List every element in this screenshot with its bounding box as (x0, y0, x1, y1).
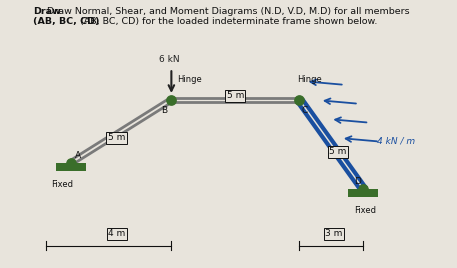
Point (296, 98, 303, 102)
Text: 5 m: 5 m (227, 91, 244, 100)
Text: 4 m: 4 m (108, 229, 125, 238)
Text: Draw: Draw (33, 7, 61, 16)
Text: (AB, BC, CD) for the loaded indeterminate frame shown below.: (AB, BC, CD) for the loaded indeterminat… (80, 17, 377, 27)
Text: Fixed: Fixed (355, 206, 377, 215)
Text: 6 kN: 6 kN (159, 55, 180, 64)
Text: 5 m: 5 m (108, 133, 125, 142)
Text: A: A (75, 151, 81, 160)
Text: 4 kN / m: 4 kN / m (377, 136, 415, 145)
FancyBboxPatch shape (56, 163, 86, 171)
Text: Draw Normal, Shear, and Moment Diagrams (N.D, V.D, M.D) for all members: Draw Normal, Shear, and Moment Diagrams … (47, 7, 410, 16)
Text: C: C (302, 106, 308, 115)
Point (168, 98, 175, 102)
Text: D: D (354, 177, 361, 187)
Text: Hinge: Hinge (297, 75, 322, 84)
Text: B: B (162, 106, 168, 115)
Text: Hinge: Hinge (177, 75, 202, 84)
Text: Fixed: Fixed (51, 180, 73, 189)
Text: 3 m: 3 m (325, 229, 342, 238)
Text: (AB, BC, CD): (AB, BC, CD) (33, 17, 100, 27)
FancyBboxPatch shape (349, 189, 378, 197)
Point (360, 187, 367, 191)
Text: 5 m: 5 m (329, 147, 347, 156)
Point (67, 161, 74, 165)
